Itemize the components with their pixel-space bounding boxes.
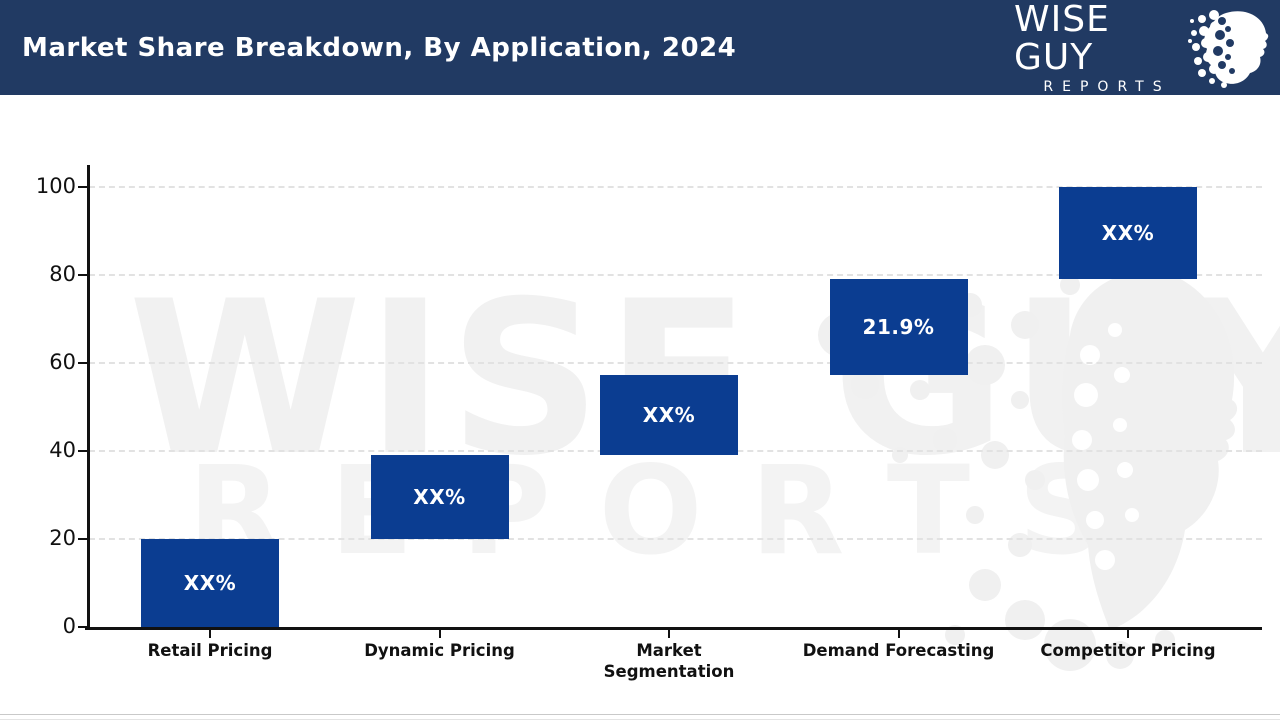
y-axis-tick bbox=[78, 186, 87, 188]
x-axis-category-label: Market Segmentation bbox=[603, 641, 735, 682]
x-axis-tick bbox=[897, 630, 900, 638]
wise-guy-reports-logo: WISE GUY REPORTS bbox=[1014, 1, 1274, 95]
bar-1: XX% bbox=[141, 539, 279, 627]
y-axis-tick-label: 40 bbox=[49, 438, 76, 462]
x-axis-tick bbox=[668, 630, 670, 638]
logo-subtitle: REPORTS bbox=[1043, 78, 1171, 95]
x-axis-tick bbox=[209, 630, 211, 638]
bar-5: XX% bbox=[1059, 187, 1197, 279]
y-axis-tick bbox=[78, 626, 87, 628]
dotted-head-icon bbox=[1188, 10, 1274, 88]
y-axis-tick-label: 60 bbox=[49, 350, 76, 374]
y-axis-tick-label: 0 bbox=[62, 614, 76, 638]
gridline bbox=[89, 362, 1262, 364]
y-axis-tick-label: 80 bbox=[49, 262, 76, 286]
y-axis-tick bbox=[78, 538, 87, 540]
bar-value-label: XX% bbox=[1101, 220, 1155, 245]
bar-value-label: XX% bbox=[183, 571, 237, 595]
gridline bbox=[89, 274, 1262, 276]
y-axis-tick-label: 100 bbox=[35, 174, 76, 198]
x-axis-tick bbox=[438, 630, 441, 638]
y-axis-tick bbox=[78, 450, 87, 452]
y-axis-line bbox=[87, 165, 90, 630]
watermark-reports-text: REPORTS bbox=[188, 440, 1154, 582]
logo-wordmark: WISE GUY bbox=[1014, 0, 1110, 78]
bar-4: 21.9% bbox=[829, 278, 968, 376]
page-title: Market Share Breakdown, By Application, … bbox=[22, 32, 737, 63]
x-axis-tick bbox=[1127, 630, 1129, 638]
logo-text: WISE GUY REPORTS bbox=[1014, 1, 1194, 95]
x-axis-line bbox=[85, 627, 1262, 630]
header-bar: Market Share Breakdown, By Application, … bbox=[0, 0, 1280, 95]
x-axis-category-label: Dynamic Pricing bbox=[364, 641, 515, 660]
bar-value-label: 21.9% bbox=[862, 315, 935, 340]
y-axis-tick bbox=[78, 362, 87, 364]
bottom-divider-line bbox=[0, 714, 1280, 715]
bar-3: XX% bbox=[600, 375, 738, 455]
y-axis-tick bbox=[78, 274, 87, 276]
bar-2: XX% bbox=[370, 454, 509, 539]
gridline bbox=[89, 186, 1262, 188]
x-axis-category-label: Competitor Pricing bbox=[1040, 641, 1216, 660]
bar-value-label: XX% bbox=[413, 484, 466, 509]
x-axis-category-label: Demand Forecasting bbox=[802, 641, 995, 660]
x-axis-category-label: Retail Pricing bbox=[147, 641, 273, 660]
bar-value-label: XX% bbox=[642, 403, 696, 428]
y-axis-tick-label: 20 bbox=[49, 526, 76, 550]
gridline bbox=[89, 538, 1262, 540]
